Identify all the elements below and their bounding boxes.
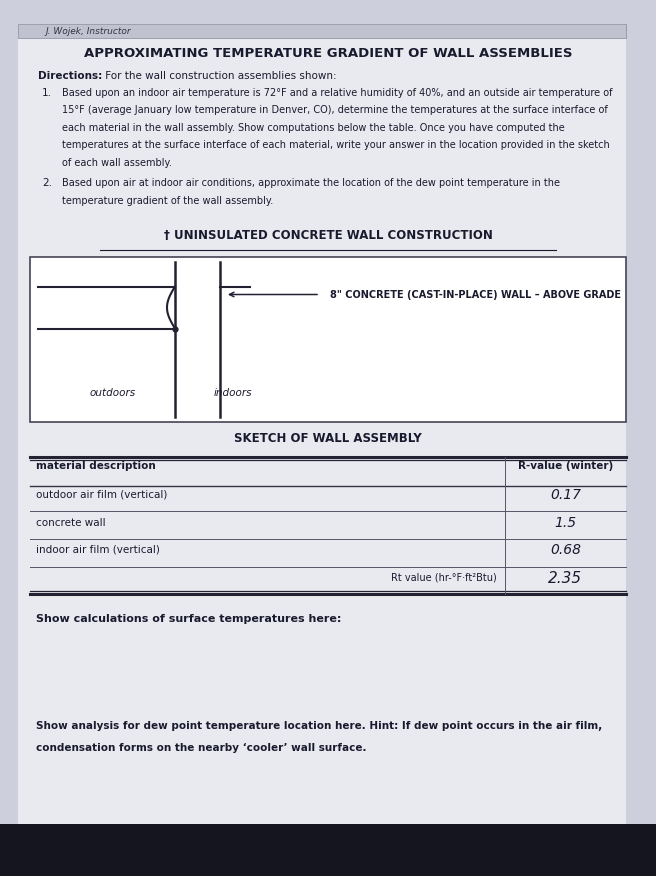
Bar [30,257,626,421]
Text: 0.68: 0.68 [550,543,581,557]
Text: temperature gradient of the wall assembly.: temperature gradient of the wall assembl… [62,196,274,206]
Text: outdoors: outdoors [89,388,136,399]
Text: 0.17: 0.17 [550,489,581,503]
Text: Rt value (hr-°F·ft²Btu): Rt value (hr-°F·ft²Btu) [391,573,497,583]
Text: temperatures at the surface interface of each material, write your answer in the: temperatures at the surface interface of… [62,140,609,151]
Text: condensation forms on the nearby ‘cooler’ wall surface.: condensation forms on the nearby ‘cooler… [36,743,367,753]
Text: of each wall assembly.: of each wall assembly. [62,158,172,168]
Text: 2.35: 2.35 [548,571,583,586]
Text: R-value (winter): R-value (winter) [518,462,613,471]
Text: material description: material description [36,462,155,471]
Text: 1.: 1. [42,88,52,98]
Bar [18,24,626,38]
Bar [0,824,656,876]
Text: Show analysis for dew point temperature location here. Hint: If dew point occurs: Show analysis for dew point temperature … [36,721,602,731]
Text: 15°F (average January low temperature in Denver, CO), determine the temperatures: 15°F (average January low temperature in… [62,105,607,116]
Text: indoor air film (vertical): indoor air film (vertical) [36,545,160,555]
Text: † UNINSULATED CONCRETE WALL CONSTRUCTION: † UNINSULATED CONCRETE WALL CONSTRUCTION [163,229,493,242]
Text: 2.: 2. [42,179,52,188]
Text: Based upon an indoor air temperature is 72°F and a relative humidity of 40%, and: Based upon an indoor air temperature is … [62,88,613,98]
Text: concrete wall: concrete wall [36,518,106,527]
Text: APPROXIMATING TEMPERATURE GRADIENT OF WALL ASSEMBLIES: APPROXIMATING TEMPERATURE GRADIENT OF WA… [84,47,572,60]
Text: 1.5: 1.5 [554,516,577,530]
Text: each material in the wall assembly. Show computations below the table. Once you : each material in the wall assembly. Show… [62,123,565,133]
Text: indoors: indoors [213,388,252,399]
Text: Based upon air at indoor air conditions, approximate the location of the dew poi: Based upon air at indoor air conditions,… [62,179,560,188]
Text: SKETCH OF WALL ASSEMBLY: SKETCH OF WALL ASSEMBLY [234,432,422,444]
Text: outdoor air film (vertical): outdoor air film (vertical) [36,490,167,500]
Text: Directions:: Directions: [38,71,102,81]
Text: 8" CONCRETE (CAST-IN-PLACE) WALL – ABOVE GRADE: 8" CONCRETE (CAST-IN-PLACE) WALL – ABOVE… [330,289,621,300]
Text: Show calculations of surface temperatures here:: Show calculations of surface temperature… [36,614,341,624]
Text: For the wall construction assemblies shown:: For the wall construction assemblies sho… [102,71,337,81]
Text: J. Wojek, Instructor: J. Wojek, Instructor [45,27,131,36]
